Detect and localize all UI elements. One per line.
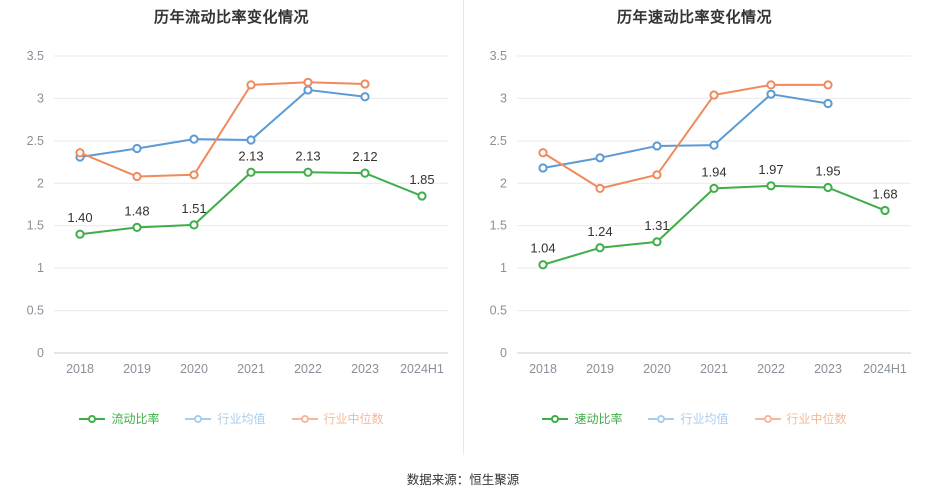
svg-text:2024H1: 2024H1 <box>400 362 444 376</box>
legend-label: 行业均值 <box>680 412 729 426</box>
svg-text:1.95: 1.95 <box>815 164 840 179</box>
legend-marker-icon <box>542 413 569 425</box>
svg-text:3.5: 3.5 <box>27 49 44 63</box>
svg-text:1.40: 1.40 <box>67 210 92 225</box>
svg-text:1.51: 1.51 <box>181 201 206 216</box>
legend-marker-icon <box>291 413 318 425</box>
svg-text:3: 3 <box>37 91 44 105</box>
legend-item-series-2[interactable]: 行业均值 <box>648 410 729 427</box>
svg-text:0.5: 0.5 <box>490 304 507 318</box>
legend-marker-icon <box>79 413 106 425</box>
legend-item-series-1[interactable]: 流动比率 <box>79 410 159 427</box>
svg-text:2018: 2018 <box>529 362 557 376</box>
svg-text:2.13: 2.13 <box>295 148 320 163</box>
panel-divider <box>463 0 464 455</box>
source-note: 数据来源：恒生聚源 <box>406 473 520 487</box>
svg-text:2022: 2022 <box>757 362 785 376</box>
svg-text:2023: 2023 <box>351 362 379 376</box>
svg-text:0.5: 0.5 <box>27 304 44 318</box>
chart-plot-current-ratio: 0 0.5 1 1.5 2 2.5 3 3.5 2018 2019 2020 2021 2022 2023… <box>27 49 448 376</box>
svg-text:2: 2 <box>500 176 507 190</box>
legend-item-series-1[interactable]: 速动比率 <box>542 410 622 427</box>
legend-label: 流动比率 <box>111 412 160 426</box>
svg-text:2.12: 2.12 <box>352 149 377 164</box>
svg-text:1.97: 1.97 <box>758 162 783 177</box>
svg-text:2: 2 <box>37 176 44 190</box>
legend-label: 速动比率 <box>574 412 623 426</box>
svg-text:2021: 2021 <box>700 362 728 376</box>
svg-text:2.5: 2.5 <box>27 134 44 148</box>
legend-item-series-3[interactable]: 行业中位数 <box>291 410 384 427</box>
svg-text:3: 3 <box>500 91 507 105</box>
svg-text:1.04: 1.04 <box>530 241 555 256</box>
svg-text:2018: 2018 <box>66 362 94 376</box>
svg-text:1.5: 1.5 <box>490 219 507 233</box>
legend-label: 行业中位数 <box>786 412 847 426</box>
legend-label: 行业均值 <box>217 412 266 426</box>
svg-text:1.94: 1.94 <box>701 164 726 179</box>
chart-panel-current-ratio: 历年流动比率变化情况 0 0.5 1 1.5 2 2.5 3 3.5 2018 2019 2020 2… <box>0 0 463 455</box>
chart-legend-current-ratio: 流动比率 行业均值 行业中位数 <box>0 410 463 427</box>
svg-text:2023: 2023 <box>814 362 842 376</box>
svg-text:2020: 2020 <box>643 362 671 376</box>
charts-row: 历年流动比率变化情况 0 0.5 1 1.5 2 2.5 3 3.5 2018 2019 2020 2… <box>0 0 926 455</box>
svg-text:1.24: 1.24 <box>587 224 612 239</box>
legend-item-series-3[interactable]: 行业中位数 <box>754 410 847 427</box>
svg-text:2.5: 2.5 <box>490 134 507 148</box>
legend-marker-icon <box>754 413 781 425</box>
chart-title-current-ratio: 历年流动比率变化情况 <box>153 9 309 26</box>
chart-legend-quick-ratio: 速动比率 行业均值 行业中位数 <box>463 410 926 427</box>
svg-text:2020: 2020 <box>180 362 208 376</box>
legend-marker-icon <box>185 413 212 425</box>
svg-text:1.5: 1.5 <box>27 219 44 233</box>
svg-text:1.85: 1.85 <box>409 172 434 187</box>
svg-text:0: 0 <box>500 346 507 360</box>
chart-title-quick-ratio: 历年速动比率变化情况 <box>616 9 772 26</box>
svg-text:0: 0 <box>37 346 44 360</box>
svg-text:3.5: 3.5 <box>490 49 507 63</box>
chart-plot-quick-ratio: 0 0.5 1 1.5 2 2.5 3 3.5 2018 2019 2020 2021 2022 2023… <box>490 49 911 376</box>
svg-text:2019: 2019 <box>123 362 151 376</box>
svg-text:2021: 2021 <box>237 362 265 376</box>
svg-text:2.13: 2.13 <box>238 148 263 163</box>
svg-text:1.68: 1.68 <box>872 186 897 201</box>
legend-marker-icon <box>648 413 675 425</box>
svg-text:2022: 2022 <box>294 362 322 376</box>
svg-text:2024H1: 2024H1 <box>863 362 907 376</box>
chart-panel-quick-ratio: 历年速动比率变化情况 0 0.5 1 1.5 2 2.5 3 3.5 2018 2019 2020 2… <box>463 0 926 455</box>
legend-item-series-2[interactable]: 行业均值 <box>185 410 266 427</box>
svg-text:1.31: 1.31 <box>644 218 669 233</box>
svg-text:2019: 2019 <box>586 362 614 376</box>
svg-text:1: 1 <box>500 261 507 275</box>
legend-label: 行业中位数 <box>323 412 384 426</box>
svg-text:1.48: 1.48 <box>124 203 149 218</box>
svg-text:1: 1 <box>37 261 44 275</box>
